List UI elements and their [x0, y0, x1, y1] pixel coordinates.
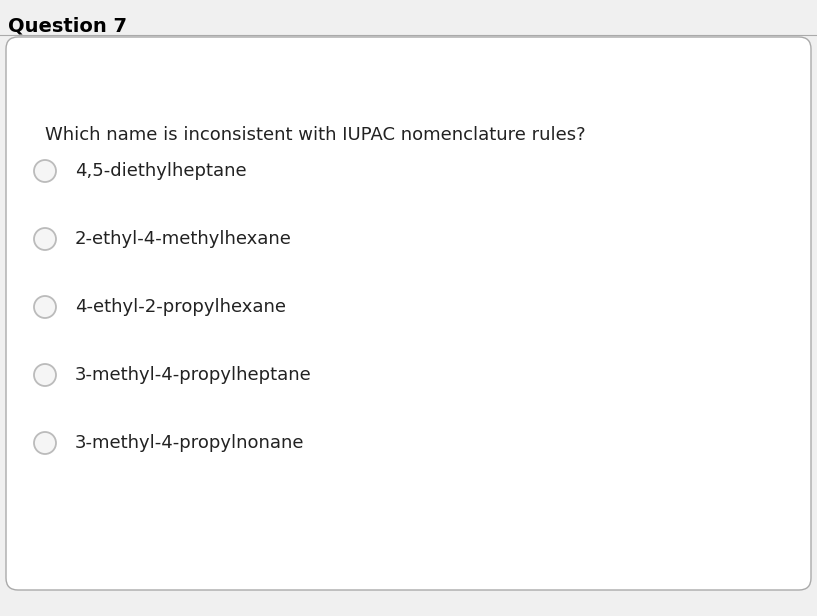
Text: 3-methyl-4-propylnonane: 3-methyl-4-propylnonane	[75, 434, 305, 452]
Text: 2-ethyl-4-methylhexane: 2-ethyl-4-methylhexane	[75, 230, 292, 248]
Text: Question 7: Question 7	[8, 16, 127, 35]
Text: 4-ethyl-2-propylhexane: 4-ethyl-2-propylhexane	[75, 298, 286, 316]
Circle shape	[34, 228, 56, 250]
Circle shape	[34, 364, 56, 386]
Text: Which name is inconsistent with IUPAC nomenclature rules?: Which name is inconsistent with IUPAC no…	[45, 126, 586, 144]
Circle shape	[34, 160, 56, 182]
Circle shape	[34, 432, 56, 454]
FancyBboxPatch shape	[6, 37, 811, 590]
Text: 4,5-diethylheptane: 4,5-diethylheptane	[75, 162, 247, 180]
Circle shape	[34, 296, 56, 318]
Text: 3-methyl-4-propylheptane: 3-methyl-4-propylheptane	[75, 366, 312, 384]
